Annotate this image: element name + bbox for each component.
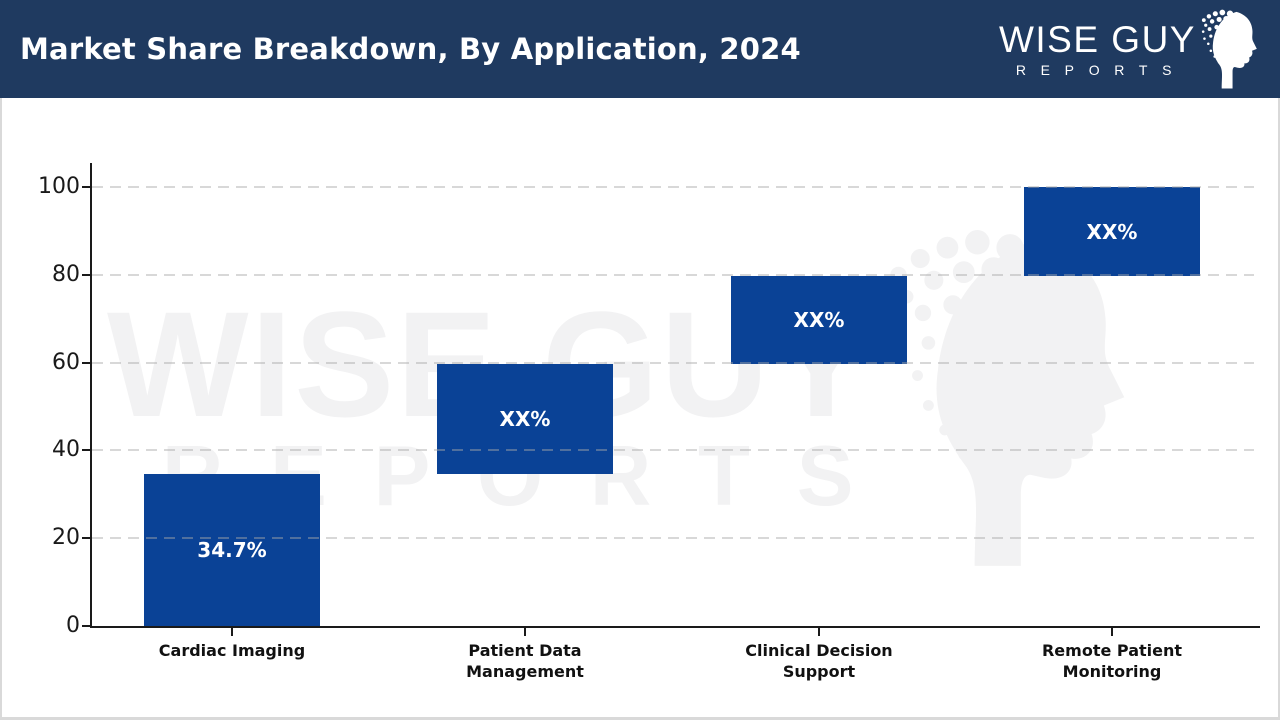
chart-area: WISE GUY REPORTS 0 20 40 60 80 100 34.7% XX% XX%… bbox=[0, 98, 1280, 720]
x-tick-mark bbox=[231, 628, 233, 636]
y-tick-mark bbox=[82, 537, 90, 540]
y-tick-label: 80 bbox=[52, 261, 80, 287]
logo-subtitle: REPORTS bbox=[1015, 62, 1187, 78]
x-tick-label: Patient Data Management bbox=[466, 641, 584, 681]
y-tick-mark bbox=[82, 186, 90, 188]
y-tick-label: 40 bbox=[52, 437, 80, 463]
bar-value-label: XX% bbox=[1086, 219, 1138, 244]
logo-wordmark: WISE GUY bbox=[998, 19, 1196, 60]
y-axis-line bbox=[90, 163, 92, 628]
wiseguy-logo: WISE GUY REPORTS bbox=[999, 8, 1262, 91]
x-axis-line bbox=[90, 626, 1260, 628]
y-tick-mark bbox=[82, 449, 90, 452]
y-tick-label: 100 bbox=[38, 174, 80, 199]
gridline bbox=[92, 273, 1254, 276]
gridline bbox=[92, 186, 1254, 188]
bar bbox=[437, 363, 613, 474]
y-tick-label: 60 bbox=[52, 349, 80, 375]
gridline bbox=[92, 449, 1254, 452]
x-tick-label: Cardiac Imaging bbox=[158, 641, 306, 660]
x-tick-mark bbox=[818, 628, 820, 636]
x-tick-label: Remote Patient Monitoring bbox=[1041, 641, 1183, 681]
bar bbox=[731, 276, 907, 364]
bar-value-label: XX% bbox=[793, 308, 845, 333]
x-tick-label: Clinical Decision Support bbox=[745, 641, 893, 681]
x-tick-mark bbox=[1111, 628, 1113, 636]
y-tick-mark bbox=[82, 361, 90, 364]
y-tick-label: 20 bbox=[52, 525, 80, 551]
gridline bbox=[92, 537, 1254, 540]
chart-title: Market Share Breakdown, By Application, … bbox=[20, 32, 801, 66]
header-bar: Market Share Breakdown, By Application, … bbox=[0, 0, 1280, 98]
y-tick-mark bbox=[82, 273, 90, 276]
logo-text: WISE GUY REPORTS bbox=[999, 21, 1196, 77]
bar bbox=[144, 473, 320, 626]
bar-value-label: 34.7% bbox=[197, 537, 267, 562]
x-tick-mark bbox=[524, 628, 526, 636]
gridline bbox=[92, 361, 1254, 364]
bar-value-label: XX% bbox=[499, 406, 551, 431]
y-tick-label: 0 bbox=[66, 613, 80, 638]
y-tick-mark bbox=[82, 625, 90, 627]
